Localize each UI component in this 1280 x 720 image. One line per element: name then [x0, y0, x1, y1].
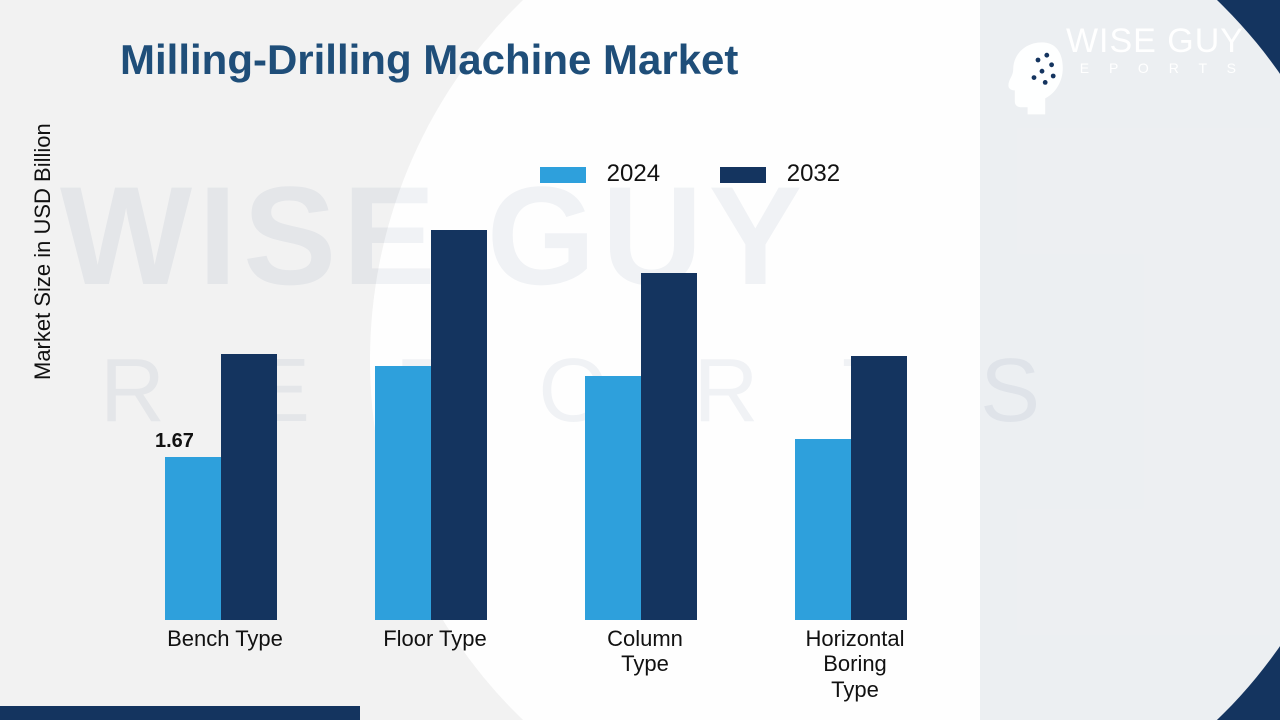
bar-2032 — [851, 356, 907, 620]
bar-2024 — [375, 366, 431, 620]
bar-2032 — [221, 354, 277, 620]
brand-subline: R E P O R T S — [1050, 60, 1244, 76]
bar-2024 — [585, 376, 641, 620]
bar-2024 — [795, 439, 851, 620]
legend-swatch-2032 — [720, 167, 766, 183]
bar-2032 — [641, 273, 697, 620]
right-sidebar — [980, 0, 1280, 720]
page-title: Milling-Drilling Machine Market — [120, 36, 738, 84]
legend-item-2024: 2024 — [540, 160, 660, 188]
category-label: Floor Type — [345, 620, 525, 651]
legend-item-2032: 2032 — [720, 160, 840, 188]
brand-name: WISE GUY — [1050, 24, 1244, 58]
brand-logo: WISE GUY R E P O R T S — [1050, 24, 1244, 76]
legend-swatch-2024 — [540, 167, 586, 183]
chart-legend: 2024 2032 — [540, 160, 840, 188]
bar-value-label: 1.67 — [155, 430, 194, 453]
category-label: HorizontalBoringType — [765, 620, 945, 702]
category-label: Bench Type — [135, 620, 315, 651]
chart-plot-area: Bench TypeFloor TypeColumnTypeHorizontal… — [155, 210, 975, 620]
bottom-accent-bar — [0, 706, 360, 720]
bar-2024 — [165, 457, 221, 620]
y-axis-label: Market Size in USD Billion — [30, 123, 56, 380]
legend-label-2024: 2024 — [607, 160, 660, 187]
page: WISE GUY R E P O R T S Milling-Drilling … — [0, 0, 1280, 720]
bar-2032 — [431, 230, 487, 620]
legend-label-2032: 2032 — [787, 160, 840, 187]
category-label: ColumnType — [555, 620, 735, 677]
